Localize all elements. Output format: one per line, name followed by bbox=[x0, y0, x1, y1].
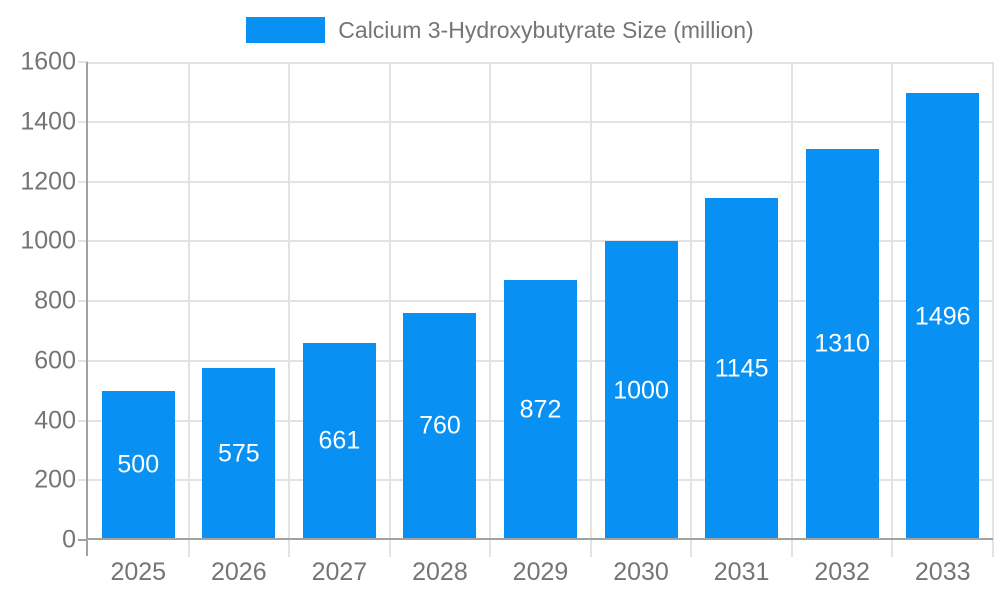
y-axis-tick bbox=[78, 180, 88, 183]
bar-value-label: 1310 bbox=[814, 329, 870, 358]
y-axis-line bbox=[86, 62, 88, 556]
y-axis-tick bbox=[78, 539, 88, 541]
y-axis-tick-label: 200 bbox=[34, 465, 76, 494]
y-axis-tick-label: 400 bbox=[34, 406, 76, 434]
v-gridline bbox=[790, 62, 793, 540]
legend: Calcium 3-Hydroxybutyrate Size (million) bbox=[0, 17, 1000, 43]
v-gridline bbox=[187, 62, 190, 540]
v-gridline bbox=[388, 62, 391, 540]
y-axis-tick-label: 0 bbox=[62, 525, 76, 554]
y-axis-tick bbox=[78, 61, 88, 63]
bar: 575 bbox=[202, 368, 276, 540]
bar: 1310 bbox=[805, 148, 879, 540]
h-gridline bbox=[88, 62, 993, 64]
x-axis-tick-label: 2030 bbox=[613, 558, 669, 586]
h-gridline bbox=[88, 240, 993, 243]
x-axis-tick bbox=[891, 540, 894, 557]
x-axis-tick bbox=[388, 540, 391, 557]
x-axis-tick bbox=[187, 540, 190, 557]
y-axis-tick bbox=[78, 479, 88, 482]
x-axis-tick bbox=[288, 540, 291, 557]
v-gridline bbox=[891, 62, 894, 540]
x-axis-tick-label: 2031 bbox=[713, 558, 770, 586]
y-axis-tick-label: 800 bbox=[34, 286, 76, 315]
h-gridline bbox=[88, 180, 993, 183]
bar-value-label: 1000 bbox=[613, 376, 669, 405]
y-axis-tick-label: 1000 bbox=[20, 226, 76, 255]
x-axis-tick-label: 2027 bbox=[311, 558, 368, 586]
bar: 1000 bbox=[604, 241, 678, 540]
x-axis-tick bbox=[589, 540, 592, 557]
y-axis-tick bbox=[78, 419, 88, 422]
x-axis-tick-label: 2028 bbox=[412, 558, 468, 586]
bar-value-label: 1496 bbox=[914, 302, 971, 331]
x-axis-tick-label: 2025 bbox=[110, 558, 167, 586]
bar: 760 bbox=[403, 312, 477, 540]
bar: 661 bbox=[302, 342, 376, 540]
v-gridline bbox=[489, 62, 492, 540]
bar-value-label: 500 bbox=[117, 450, 160, 479]
x-axis-tick-label: 2029 bbox=[512, 558, 569, 586]
x-axis-tick-label: 2033 bbox=[914, 558, 971, 586]
bar: 1496 bbox=[906, 93, 980, 540]
x-axis-tick-label: 2026 bbox=[211, 558, 267, 586]
bar-value-label: 760 bbox=[419, 411, 461, 440]
x-axis-tick bbox=[992, 540, 994, 557]
x-axis-line bbox=[88, 538, 993, 540]
bar-value-label: 872 bbox=[519, 395, 562, 424]
y-axis-tick bbox=[78, 359, 88, 362]
legend-label: Calcium 3-Hydroxybutyrate Size (million) bbox=[338, 17, 754, 43]
y-axis-tick bbox=[78, 240, 88, 243]
x-axis-tick-label: 2032 bbox=[814, 558, 870, 586]
y-axis-tick-label: 600 bbox=[34, 346, 76, 375]
bar: 1145 bbox=[705, 197, 779, 540]
v-gridline bbox=[690, 62, 693, 540]
h-gridline bbox=[88, 120, 993, 123]
plot-area: 500 575 661 760 872 1000 1145 1310 1496 bbox=[88, 62, 994, 540]
bar: 872 bbox=[504, 279, 577, 540]
v-gridline bbox=[589, 62, 592, 540]
x-axis-tick bbox=[790, 540, 793, 557]
y-axis-tick bbox=[78, 120, 88, 123]
y-axis-tick-label: 1200 bbox=[20, 167, 76, 195]
y-axis-tick bbox=[78, 300, 88, 302]
bar: 500 bbox=[101, 390, 175, 540]
y-axis-tick-label: 1400 bbox=[20, 107, 76, 136]
v-gridline bbox=[288, 62, 291, 540]
x-axis-tick bbox=[690, 540, 693, 557]
v-gridline bbox=[992, 62, 994, 540]
bar-value-label: 1145 bbox=[714, 354, 769, 383]
bar-value-label: 661 bbox=[318, 426, 361, 455]
x-axis-tick bbox=[489, 540, 492, 557]
y-axis-tick-label: 1600 bbox=[20, 47, 76, 76]
bar-value-label: 575 bbox=[217, 439, 260, 468]
legend-swatch bbox=[246, 17, 326, 43]
